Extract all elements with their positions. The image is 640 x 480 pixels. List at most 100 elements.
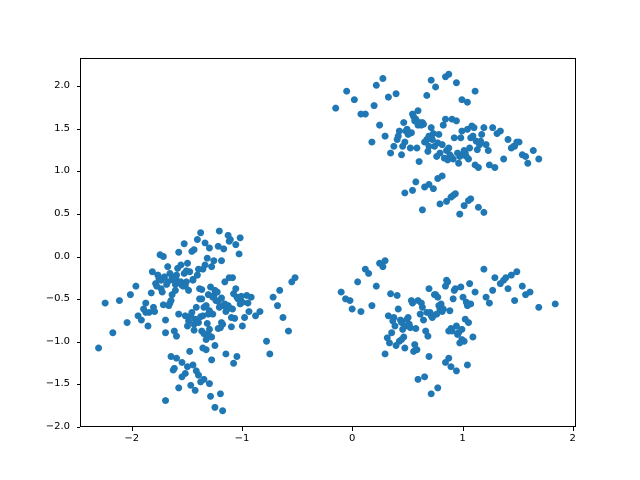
scatter-point bbox=[207, 392, 215, 400]
y-tick-mark bbox=[76, 171, 80, 173]
scatter-point bbox=[379, 75, 387, 82]
scatter-point bbox=[413, 144, 421, 152]
scatter-point bbox=[202, 336, 210, 344]
scatter-point bbox=[429, 185, 437, 193]
scatter-point bbox=[524, 159, 532, 167]
scatter-point bbox=[198, 295, 206, 303]
scatter-point bbox=[463, 98, 471, 106]
scatter-point bbox=[398, 151, 406, 159]
scatter-point bbox=[425, 353, 433, 360]
x-tick-mark bbox=[572, 427, 574, 431]
scatter-point bbox=[170, 327, 178, 335]
scatter-point bbox=[504, 136, 512, 144]
scatter-point bbox=[491, 164, 499, 171]
scatter-point bbox=[197, 378, 205, 386]
scatter-point bbox=[189, 361, 197, 369]
scatter-point bbox=[101, 299, 109, 307]
scatter-point bbox=[535, 303, 543, 311]
scatter-point bbox=[482, 293, 490, 301]
scatter-point bbox=[148, 268, 156, 276]
scatter-point bbox=[205, 325, 213, 333]
scatter-point bbox=[151, 308, 159, 316]
scatter-point bbox=[400, 119, 408, 127]
scatter-point bbox=[526, 288, 534, 296]
x-tick-label: 1 bbox=[459, 433, 466, 444]
scatter-point bbox=[381, 132, 389, 140]
scatter-point bbox=[474, 164, 482, 171]
scatter-point bbox=[167, 353, 175, 360]
scatter-point bbox=[458, 96, 466, 104]
scatter-point bbox=[142, 299, 150, 307]
scatter-point bbox=[175, 248, 183, 256]
scatter-point bbox=[175, 384, 183, 392]
scatter-point bbox=[440, 154, 448, 162]
x-tick-label: 2 bbox=[569, 433, 576, 444]
scatter-point bbox=[448, 115, 456, 123]
scatter-point bbox=[383, 334, 391, 342]
scatter-point bbox=[436, 200, 444, 208]
scatter-point bbox=[474, 203, 482, 211]
scatter-point bbox=[381, 350, 389, 358]
scatter-point bbox=[485, 161, 493, 169]
y-tick-mark bbox=[76, 128, 80, 130]
scatter-point bbox=[551, 300, 559, 308]
scatter-point bbox=[211, 341, 219, 349]
scatter-point bbox=[189, 275, 197, 283]
scatter-point bbox=[404, 130, 412, 138]
scatter-point bbox=[274, 302, 281, 310]
scatter-point bbox=[162, 329, 170, 337]
scatter-point bbox=[401, 189, 409, 197]
y-tick-mark bbox=[76, 427, 80, 428]
scatter-point bbox=[450, 134, 458, 142]
scatter-point bbox=[162, 316, 170, 324]
scatter-point bbox=[466, 144, 474, 152]
scatter-point bbox=[455, 159, 463, 167]
scatter-point bbox=[348, 305, 356, 313]
scatter-point bbox=[394, 305, 402, 313]
scatter-point bbox=[199, 312, 207, 320]
scatter-point bbox=[425, 285, 433, 293]
scatter-point bbox=[205, 244, 213, 252]
scatter-point bbox=[415, 158, 423, 166]
y-tick-label: −1.0 bbox=[45, 335, 70, 347]
scatter-point bbox=[178, 373, 186, 381]
scatter-point bbox=[232, 285, 240, 293]
scatter-point bbox=[384, 312, 392, 320]
scatter-point bbox=[132, 282, 140, 290]
scatter-point bbox=[459, 151, 467, 159]
scatter-point bbox=[166, 299, 174, 307]
scatter-point bbox=[489, 286, 497, 294]
scatter-point bbox=[238, 322, 246, 330]
scatter-point bbox=[193, 271, 201, 279]
scatter-point bbox=[446, 307, 454, 315]
scatter-point bbox=[394, 132, 402, 140]
scatter-point bbox=[201, 239, 209, 247]
scatter-point bbox=[182, 267, 190, 275]
scatter-point bbox=[233, 353, 241, 360]
scatter-point bbox=[153, 282, 161, 290]
scatter-point bbox=[229, 274, 236, 282]
y-tick-mark bbox=[76, 256, 80, 258]
scatter-point bbox=[412, 325, 420, 333]
y-tick-mark bbox=[76, 86, 80, 88]
scatter-point bbox=[291, 274, 299, 282]
scatter-point bbox=[469, 132, 477, 140]
scatter-point bbox=[332, 104, 340, 112]
scatter-point bbox=[404, 314, 412, 321]
scatter-point bbox=[454, 149, 462, 157]
scatter-point bbox=[171, 286, 179, 294]
scatter-point bbox=[184, 259, 191, 267]
scatter-point bbox=[357, 110, 365, 118]
scatter-point bbox=[368, 302, 376, 310]
scatter-point bbox=[421, 183, 429, 191]
scatter-point bbox=[159, 301, 167, 309]
scatter-point bbox=[199, 344, 207, 352]
scatter-point bbox=[147, 289, 155, 297]
scatter-point bbox=[427, 390, 435, 398]
scatter-point bbox=[215, 227, 223, 235]
scatter-point bbox=[203, 319, 211, 327]
scatter-point bbox=[159, 253, 167, 260]
scatter-point bbox=[220, 245, 228, 253]
scatter-point bbox=[414, 375, 422, 383]
scatter-point bbox=[445, 70, 453, 78]
